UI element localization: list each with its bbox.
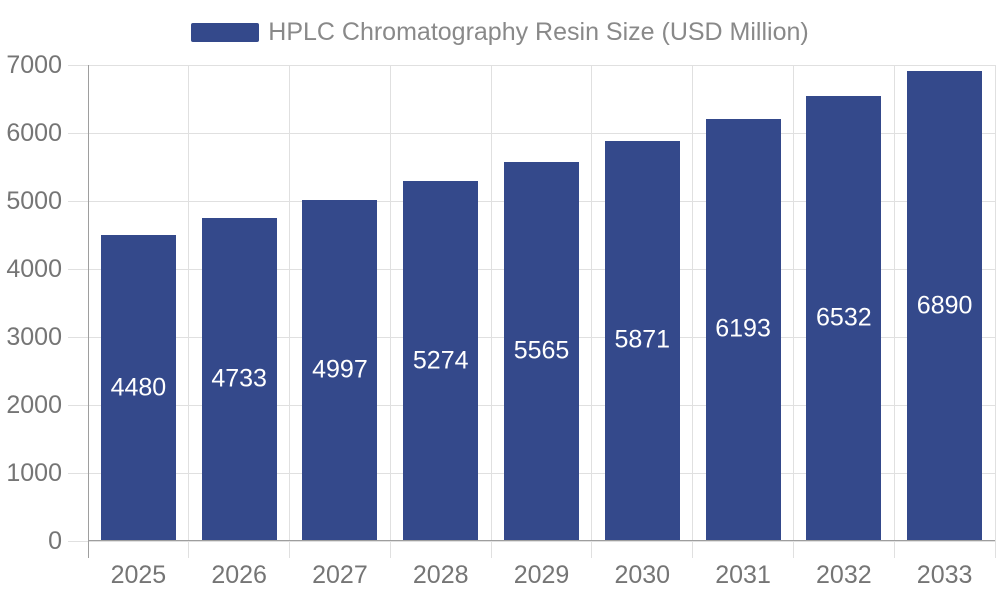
y-axis-line bbox=[88, 65, 89, 558]
chart-legend[interactable]: HPLC Chromatography Resin Size (USD Mill… bbox=[0, 18, 1000, 46]
h-gridline bbox=[68, 132, 995, 134]
bar-2028[interactable]: 5274 bbox=[403, 181, 479, 540]
x-axis-tick-label: 2028 bbox=[412, 561, 469, 589]
v-gridline bbox=[893, 65, 895, 558]
bar-value-label: 5274 bbox=[412, 346, 469, 375]
legend-swatch-icon bbox=[191, 22, 260, 42]
x-axis-tick-label: 2025 bbox=[110, 561, 167, 589]
y-axis-tick-label: 2000 bbox=[6, 391, 62, 419]
bar-value-label: 6532 bbox=[816, 303, 872, 332]
y-axis-tick-label: 4000 bbox=[6, 255, 62, 283]
y-axis-tick-label: 7000 bbox=[6, 51, 62, 79]
x-axis-tick-label: 2030 bbox=[614, 561, 671, 589]
v-gridline bbox=[994, 65, 996, 558]
x-axis-tick-label: 2032 bbox=[816, 561, 872, 589]
bar-value-label: 5565 bbox=[513, 336, 570, 365]
h-gridline bbox=[68, 64, 995, 66]
v-gridline bbox=[490, 65, 492, 558]
x-axis-tick-label: 2033 bbox=[916, 561, 973, 589]
h-gridline bbox=[68, 540, 995, 542]
bar-value-label: 6890 bbox=[916, 291, 973, 320]
chart-title: HPLC Chromatography Resin Size (USD Mill… bbox=[268, 18, 809, 46]
bar-2027[interactable]: 4997 bbox=[302, 200, 378, 540]
bar-2029[interactable]: 5565 bbox=[504, 161, 579, 540]
v-gridline bbox=[389, 65, 391, 558]
bar-2030[interactable]: 5871 bbox=[604, 140, 680, 540]
y-axis-tick-label: 3000 bbox=[6, 323, 62, 351]
v-gridline bbox=[188, 65, 190, 558]
bar-value-label: 4480 bbox=[110, 373, 167, 402]
x-axis-tick-label: 2031 bbox=[715, 561, 771, 589]
bar-2026[interactable]: 4733 bbox=[201, 218, 277, 540]
x-axis-tick-label: 2029 bbox=[513, 561, 570, 589]
v-gridline bbox=[289, 65, 291, 558]
bar-value-label: 4733 bbox=[211, 364, 267, 393]
v-gridline bbox=[792, 65, 794, 558]
bar-value-label: 6193 bbox=[715, 314, 771, 343]
bar-value-label: 4997 bbox=[312, 355, 368, 384]
y-axis-tick-label: 5000 bbox=[6, 187, 62, 215]
x-axis-tick-label: 2027 bbox=[312, 561, 368, 589]
v-gridline bbox=[591, 65, 593, 558]
bar-2031[interactable]: 6193 bbox=[705, 118, 781, 540]
bar-2033[interactable]: 6890 bbox=[907, 71, 983, 540]
bar-2025[interactable]: 4480 bbox=[100, 235, 176, 540]
y-axis-tick-label: 1000 bbox=[6, 459, 62, 487]
x-axis-line bbox=[88, 540, 995, 541]
bar-2032[interactable]: 6532 bbox=[806, 95, 882, 540]
y-axis-tick-label: 0 bbox=[48, 527, 62, 555]
y-axis-tick-label: 6000 bbox=[6, 119, 62, 147]
x-axis-tick-label: 2026 bbox=[211, 561, 267, 589]
v-gridline bbox=[692, 65, 694, 558]
bar-value-label: 5871 bbox=[614, 325, 671, 354]
plot-area: 4480 2025 4733 2026 4997 2027 5274 2028 5565 2029… bbox=[68, 64, 996, 589]
